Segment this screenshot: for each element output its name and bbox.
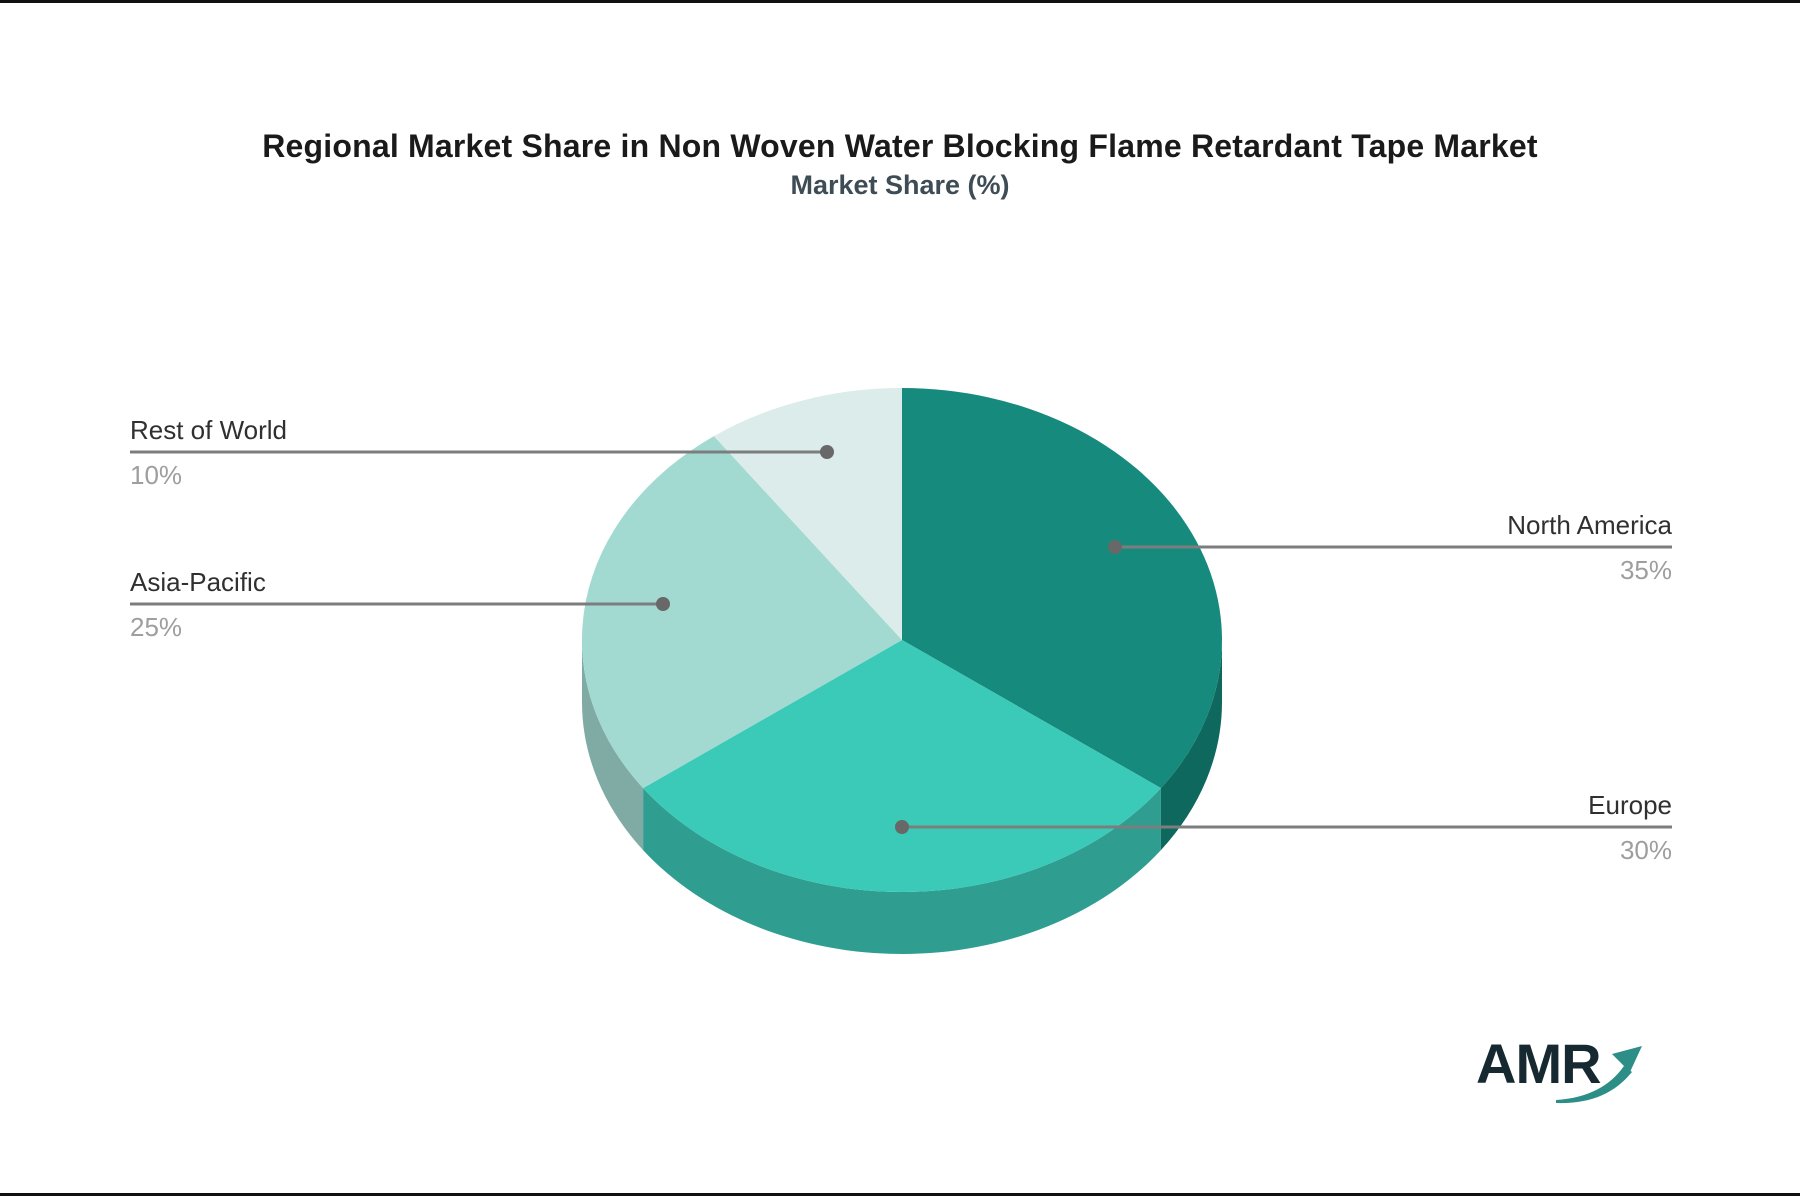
top-border: [0, 0, 1800, 3]
pie-slice-north-america[interactable]: [902, 388, 1222, 789]
callout-label-rest-of-world: Rest of World: [130, 415, 288, 445]
bottom-border: [0, 1193, 1800, 1196]
chart-title: Regional Market Share in Non Woven Water…: [262, 128, 1538, 164]
callout-label-north-america: North America: [1507, 510, 1672, 540]
growth-arrow-icon: [1556, 1046, 1642, 1104]
logo[interactable]: AMR: [1476, 1034, 1686, 1124]
callout-value-north-america: 35%: [1619, 555, 1672, 585]
callout-value-rest-of-world: 10%: [130, 460, 183, 490]
pie-slice-asia-pacific[interactable]: [581, 436, 902, 789]
callout-dot-europe: [895, 820, 909, 834]
pie-slice-asia-pacific-side: [582, 640, 644, 851]
callout-label-europe: Europe: [1588, 790, 1672, 820]
pie-slice-europe[interactable]: [643, 640, 1161, 892]
pie-slice-north-america-side: [1160, 640, 1222, 851]
callout-value-europe: 30%: [1619, 835, 1672, 865]
pie-slice-europe-side: [643, 788, 1161, 954]
logo-text: AMR: [1476, 1032, 1602, 1095]
callout-dot-north-america: [1108, 540, 1122, 554]
callout-value-asia-pacific: 25%: [130, 612, 183, 642]
chart-subtitle: Market Share (%): [790, 170, 1010, 200]
callout-dot-rest-of-world: [820, 445, 834, 459]
callout-dot-asia-pacific: [656, 597, 670, 611]
callout-label-asia-pacific: Asia-Pacific: [130, 567, 266, 597]
